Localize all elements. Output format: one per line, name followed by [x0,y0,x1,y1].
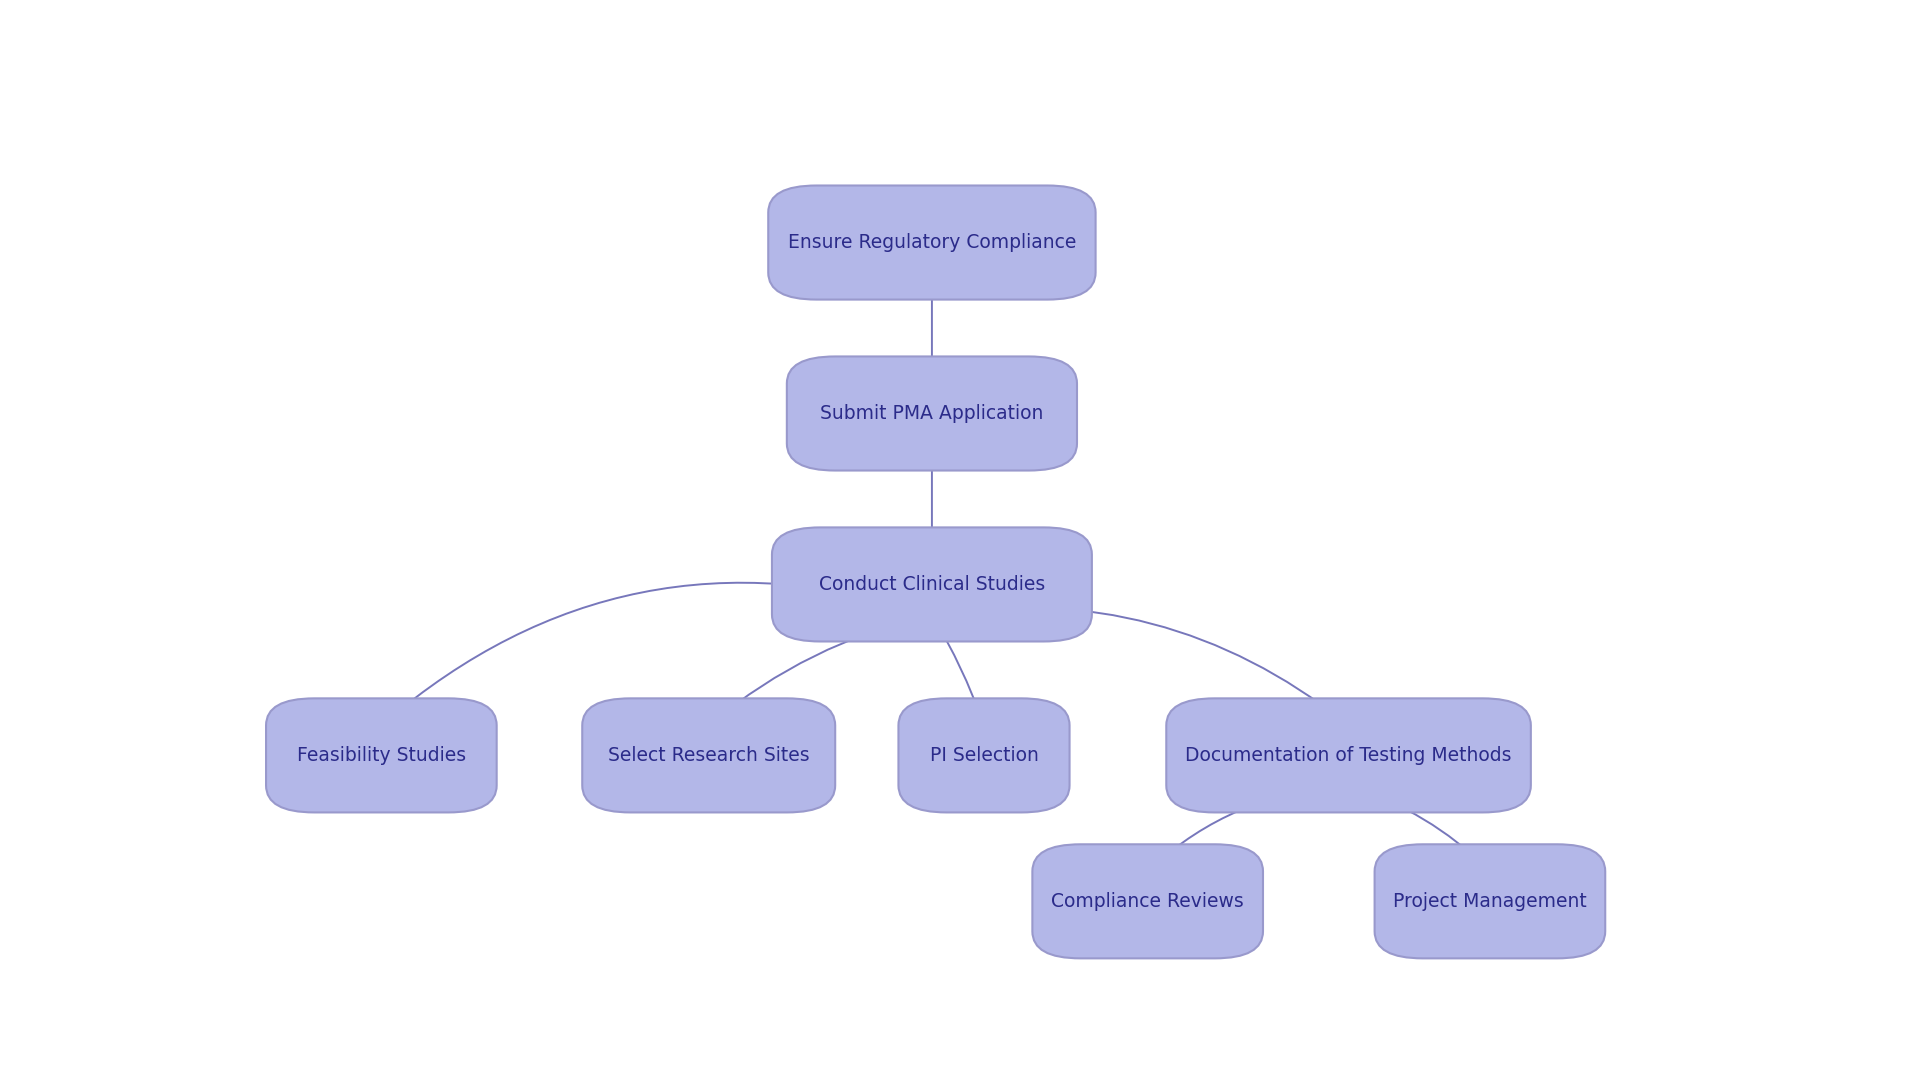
FancyBboxPatch shape [1033,845,1263,958]
Text: Conduct Clinical Studies: Conduct Clinical Studies [818,575,1044,593]
FancyBboxPatch shape [768,185,1096,300]
FancyBboxPatch shape [1165,699,1530,812]
FancyBboxPatch shape [267,699,497,812]
FancyBboxPatch shape [787,356,1077,470]
FancyBboxPatch shape [1375,845,1605,958]
Text: PI Selection: PI Selection [929,746,1039,765]
Text: Compliance Reviews: Compliance Reviews [1052,891,1244,911]
Text: Project Management: Project Management [1394,891,1586,911]
FancyBboxPatch shape [899,699,1069,812]
Text: Feasibility Studies: Feasibility Studies [298,746,467,765]
Text: Documentation of Testing Methods: Documentation of Testing Methods [1185,746,1511,765]
Text: Select Research Sites: Select Research Sites [609,746,810,765]
FancyBboxPatch shape [582,699,835,812]
Text: Ensure Regulatory Compliance: Ensure Regulatory Compliance [787,233,1075,252]
FancyBboxPatch shape [772,527,1092,641]
Text: Submit PMA Application: Submit PMA Application [820,404,1044,423]
